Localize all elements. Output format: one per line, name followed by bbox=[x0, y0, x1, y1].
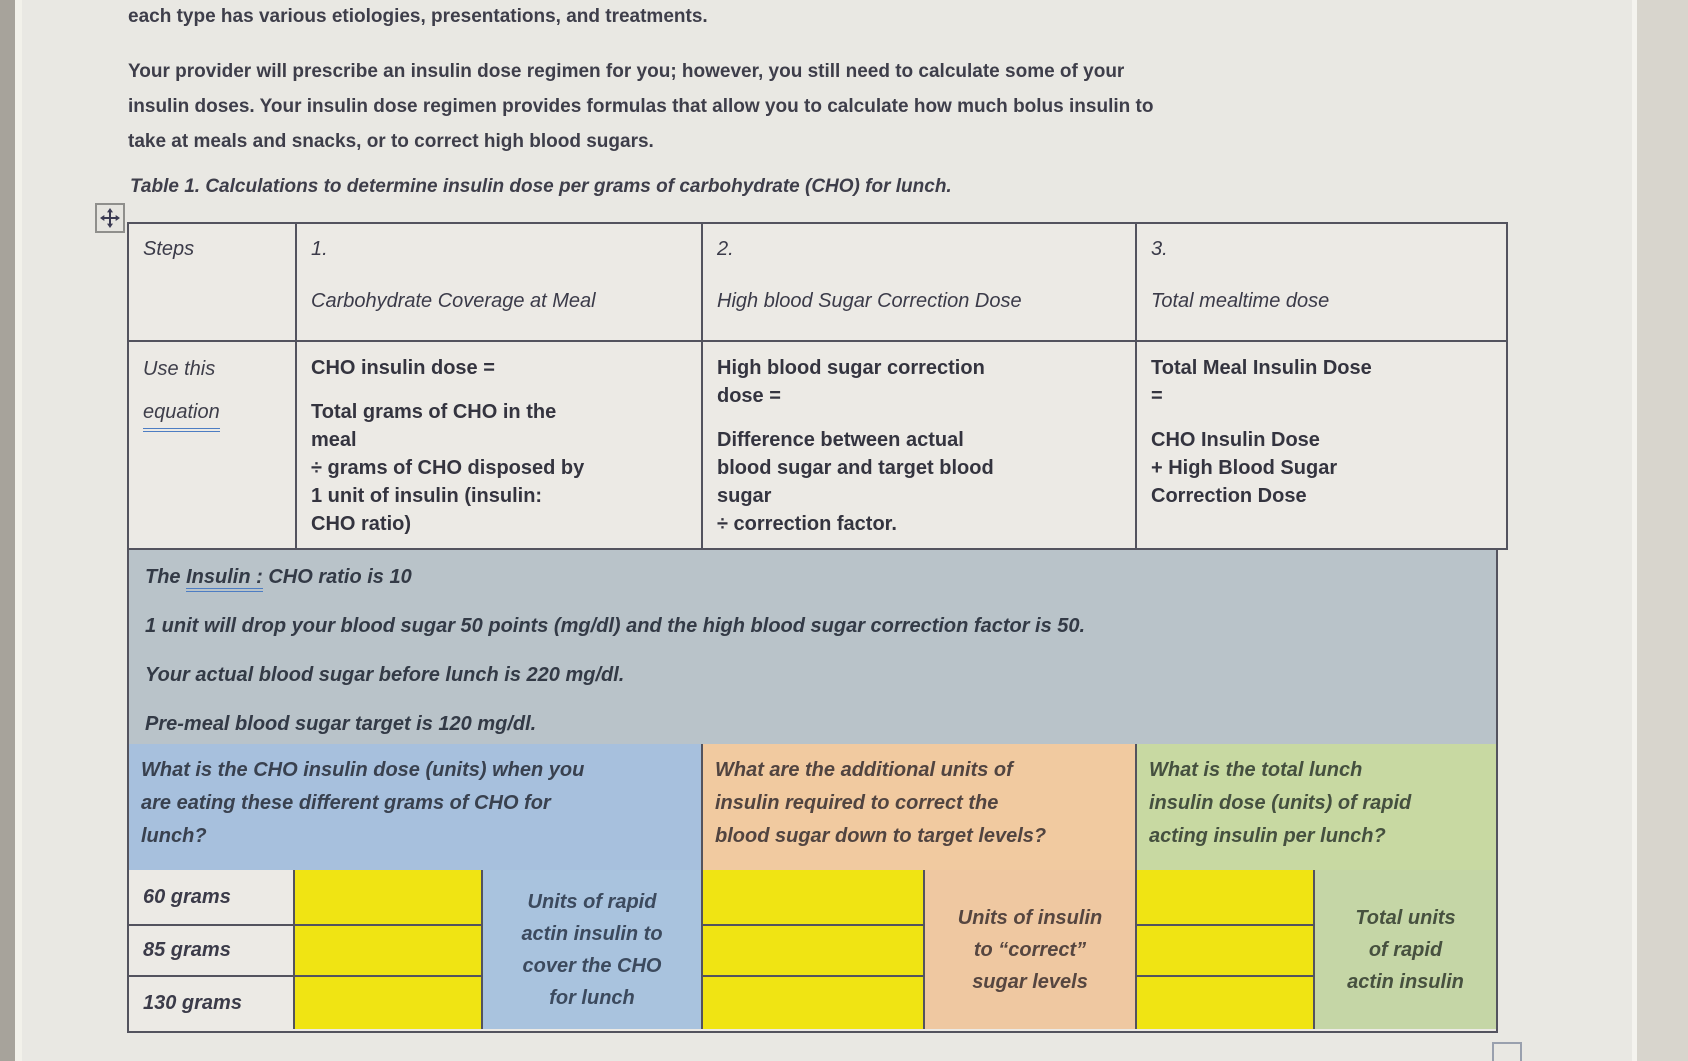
move-arrows-icon bbox=[100, 208, 120, 228]
table-resize-handle[interactable] bbox=[1492, 1042, 1522, 1061]
step-number: 1. bbox=[311, 238, 328, 260]
grams-label-60: 60 grams bbox=[129, 870, 295, 926]
grams-label-130: 130 grams bbox=[129, 977, 295, 1029]
question-correction-units: What are the additional units of insulin… bbox=[703, 744, 1137, 870]
note-cho-units: Units of rapid actin insulin to cover th… bbox=[483, 870, 703, 1029]
grams-label-85: 85 grams bbox=[129, 926, 295, 977]
equation-head: CHO insulin dose = bbox=[311, 357, 495, 379]
table-move-handle[interactable] bbox=[95, 203, 125, 233]
equation-body: CHO Insulin Dose + High Blood Sugar Corr… bbox=[1151, 429, 1338, 507]
insulin-cho-ratio-line: The Insulin : CHO ratio is 10 bbox=[145, 562, 1480, 592]
step-number: 2. bbox=[717, 238, 734, 260]
target-blood-sugar-line: Pre-meal blood sugar target is 120 mg/dl… bbox=[145, 713, 537, 735]
table-caption: Table 1. Calculations to determine insul… bbox=[130, 176, 952, 197]
answer-grid: 60 grams 85 grams 130 grams Units of rap… bbox=[127, 870, 1498, 1033]
header-cell-carb-coverage: 1. Carbohydrate Coverage at Meal bbox=[297, 224, 703, 342]
equation-body: Total grams of CHO in the meal ÷ grams o… bbox=[311, 401, 585, 535]
equation-row-label-cell: Use this equation bbox=[129, 342, 297, 548]
equation-head: High blood sugar correction dose = bbox=[717, 357, 985, 407]
input-cell-total-60[interactable] bbox=[1137, 870, 1315, 926]
intro-paragraph: Your provider will prescribe an insulin … bbox=[128, 61, 1154, 152]
equation-body: Difference between actual blood sugar an… bbox=[717, 429, 994, 535]
input-cell-total-85[interactable] bbox=[1137, 926, 1315, 977]
page-right-edge bbox=[1637, 0, 1688, 1061]
cho-insulin-dose-equation-cell: CHO insulin dose = Total grams of CHO in… bbox=[297, 342, 703, 548]
equation-head: Total Meal Insulin Dose = bbox=[1151, 357, 1372, 407]
input-cell-cho-60[interactable] bbox=[295, 870, 483, 926]
insulin-table-header-section: Steps 1. Carbohydrate Coverage at Meal 2… bbox=[127, 222, 1508, 550]
input-cell-correction-60[interactable] bbox=[703, 870, 925, 926]
question-total-dose: What is the total lunch insulin dose (un… bbox=[1137, 744, 1496, 870]
total-dose-equation-cell: Total Meal Insulin Dose = CHO Insulin Do… bbox=[1137, 342, 1506, 548]
steps-label: Steps bbox=[143, 238, 195, 260]
note-total-units: Total units of rapid actin insulin bbox=[1315, 870, 1496, 1029]
header-cell-total-dose: 3. Total mealtime dose bbox=[1137, 224, 1506, 342]
page-right-margin-line bbox=[1632, 0, 1637, 1061]
page-left-edge bbox=[0, 0, 15, 1061]
step-title: Total mealtime dose bbox=[1151, 290, 1330, 312]
equation-word-underlined: equation bbox=[143, 397, 220, 432]
step-number: 3. bbox=[1151, 238, 1168, 260]
input-cell-correction-85[interactable] bbox=[703, 926, 925, 977]
use-this-label: Use this bbox=[143, 358, 216, 380]
header-cell-steps: Steps bbox=[129, 224, 297, 342]
question-cho-dose: What is the CHO insulin dose (units) whe… bbox=[129, 744, 703, 870]
intro-line: each type has various etiologies, presen… bbox=[128, 6, 708, 27]
correction-dose-equation-cell: High blood sugar correction dose = Diffe… bbox=[703, 342, 1137, 548]
input-cell-cho-130[interactable] bbox=[295, 977, 483, 1029]
input-cell-cho-85[interactable] bbox=[295, 926, 483, 977]
correction-factor-line: 1 unit will drop your blood sugar 50 poi… bbox=[145, 615, 1086, 637]
input-cell-total-130[interactable] bbox=[1137, 977, 1315, 1029]
insulin-word-underlined: Insulin : bbox=[186, 566, 263, 592]
input-cell-correction-130[interactable] bbox=[703, 977, 925, 1029]
actual-blood-sugar-line: Your actual blood sugar before lunch is … bbox=[145, 664, 625, 686]
step-title: High blood Sugar Correction Dose bbox=[717, 290, 1022, 312]
ratio-info-section: The Insulin : CHO ratio is 10 1 unit wil… bbox=[127, 548, 1498, 746]
page-left-margin-line bbox=[15, 0, 22, 1061]
note-correction-units: Units of insulin to “correct” sugar leve… bbox=[925, 870, 1137, 1029]
header-cell-correction-dose: 2. High blood Sugar Correction Dose bbox=[703, 224, 1137, 342]
question-row: What is the CHO insulin dose (units) whe… bbox=[127, 744, 1498, 872]
step-title: Carbohydrate Coverage at Meal bbox=[311, 290, 596, 312]
